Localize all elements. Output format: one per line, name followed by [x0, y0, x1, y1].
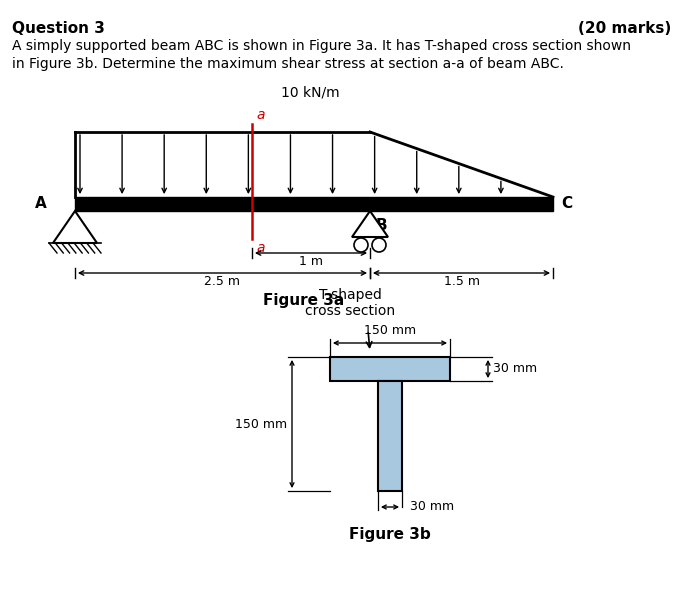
Polygon shape [330, 357, 450, 381]
Text: A: A [36, 196, 47, 211]
Polygon shape [378, 381, 402, 491]
Text: a: a [256, 108, 264, 122]
Polygon shape [352, 211, 388, 237]
Text: Figure 3a: Figure 3a [264, 293, 345, 308]
Polygon shape [53, 211, 97, 243]
Text: 10 kN/m: 10 kN/m [281, 86, 339, 100]
Text: 30 mm: 30 mm [493, 362, 537, 376]
Circle shape [354, 238, 368, 252]
Text: (20 marks): (20 marks) [578, 21, 671, 36]
Text: A simply supported beam ABC is shown in Figure 3a. It has T-shaped cross section: A simply supported beam ABC is shown in … [12, 39, 631, 53]
Text: B: B [376, 217, 388, 232]
Text: 150 mm: 150 mm [235, 417, 287, 430]
Text: cross section: cross section [305, 304, 395, 318]
Text: 2.5 m: 2.5 m [204, 275, 240, 288]
Polygon shape [75, 197, 553, 211]
Text: 1 m: 1 m [299, 255, 323, 268]
Text: in Figure 3b. Determine the maximum shear stress at section a-a of beam ABC.: in Figure 3b. Determine the maximum shea… [12, 57, 564, 71]
Text: Question 3: Question 3 [12, 21, 105, 36]
Text: T-shaped: T-shaped [318, 288, 381, 302]
Text: C: C [561, 195, 572, 211]
Text: 30 mm: 30 mm [410, 500, 454, 513]
Text: Figure 3b: Figure 3b [349, 527, 431, 542]
Text: 150 mm: 150 mm [364, 324, 416, 337]
Circle shape [372, 238, 386, 252]
Text: 1.5 m: 1.5 m [443, 275, 479, 288]
Text: a: a [256, 241, 264, 255]
